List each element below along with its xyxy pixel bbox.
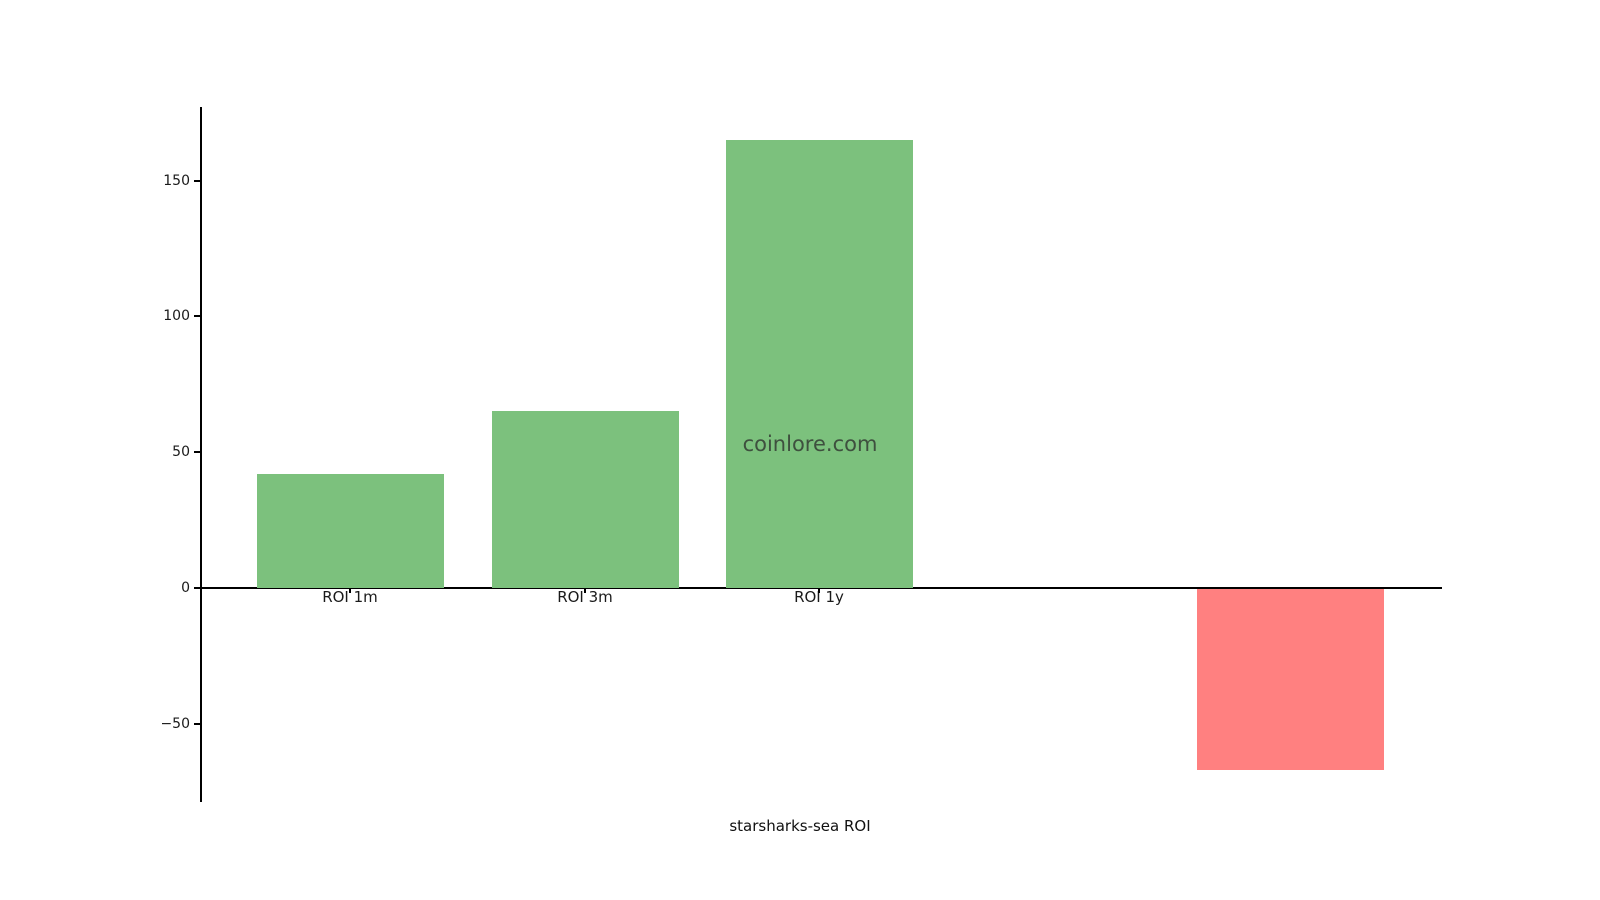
bar-roi-1y — [725, 139, 913, 588]
x-tick-label: ROI 1m — [322, 588, 378, 606]
y-tick-label: 50 — [172, 444, 190, 461]
y-tick-mark — [194, 722, 200, 725]
y-tick-mark — [194, 587, 200, 589]
y-tick-mark — [194, 451, 200, 454]
bar-roi-1m — [256, 473, 444, 588]
y-tick-label: 150 — [163, 172, 190, 189]
chart-title: starsharks-sea ROI — [729, 817, 871, 835]
x-tick-label: ROI 3m — [557, 588, 613, 606]
y-tick-label: 100 — [163, 308, 190, 325]
y-tick-label: −50 — [160, 715, 190, 732]
bar-roi-3m — [491, 411, 679, 588]
bar-unlabeled-4 — [1196, 589, 1384, 770]
y-tick-label: 0 — [181, 580, 190, 596]
x-tick-label: ROI 1y — [794, 588, 844, 606]
y-axis-spine — [200, 107, 202, 802]
x-tick-mark — [349, 588, 351, 593]
y-tick-mark — [194, 179, 200, 182]
watermark-text: coinlore.com — [742, 432, 878, 456]
y-tick-mark — [194, 315, 200, 318]
x-tick-mark — [584, 588, 586, 593]
x-tick-mark — [818, 588, 820, 593]
x-axis-line — [200, 587, 1442, 589]
